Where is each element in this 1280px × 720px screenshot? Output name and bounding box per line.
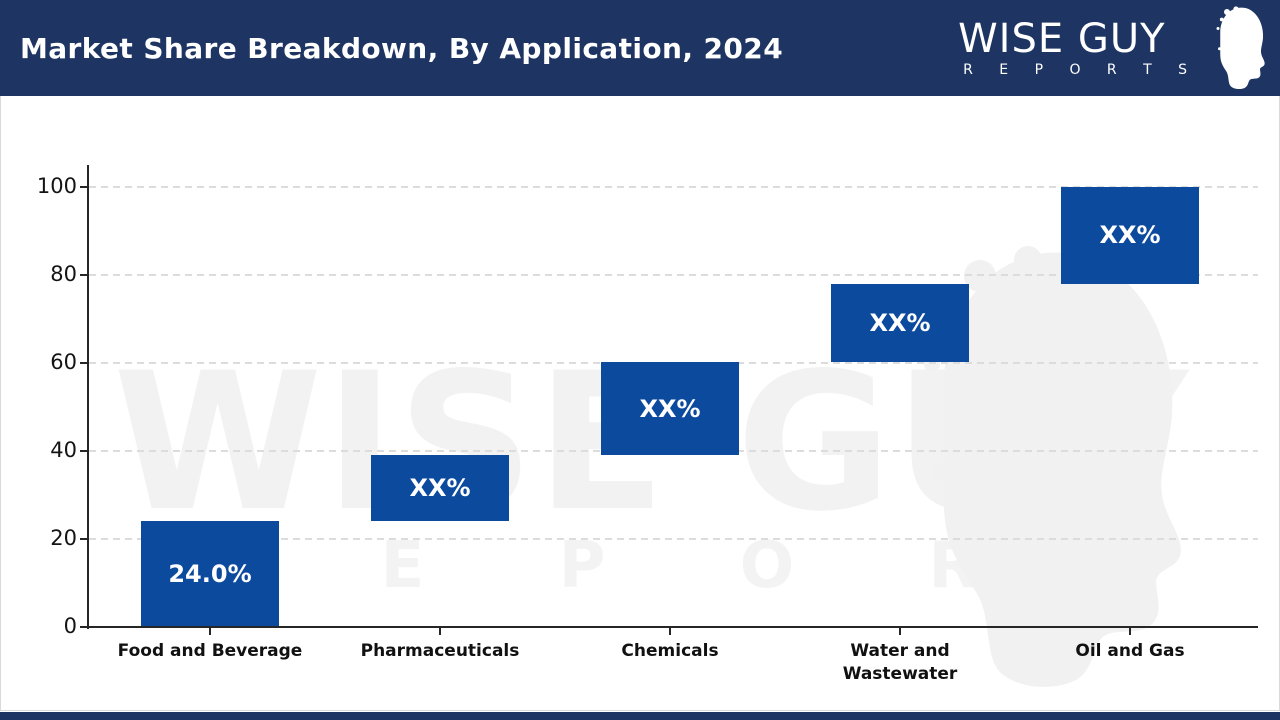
bar-value-label: XX%: [1099, 221, 1161, 250]
bottom-hairline: [0, 710, 1280, 711]
footer-bar: [0, 712, 1280, 720]
bar-value-label: XX%: [409, 474, 471, 503]
bar-value-label: 24.0%: [168, 560, 252, 589]
x-axis-line: [87, 626, 1258, 628]
category-label-line: Wastewater: [842, 664, 958, 684]
gridline-80: [89, 274, 1258, 276]
category-label-line: Pharmaceuticals: [360, 641, 520, 661]
y-tick-label-20: 20: [50, 526, 77, 550]
y-tick-mark-40: [80, 450, 87, 452]
watermark-face-icon: [924, 246, 1181, 687]
gridline-100: [89, 186, 1258, 188]
y-tick-mark-80: [80, 274, 87, 276]
category-label-line: Oil and Gas: [1075, 641, 1185, 661]
gridline-20: [89, 538, 1258, 540]
y-tick-label-100: 100: [36, 174, 77, 198]
logo-subtitle: R E P O R T S: [963, 62, 1198, 78]
category-label-line: Chemicals: [621, 641, 719, 661]
category-label-food-and-beverage: Food and Beverage: [100, 640, 320, 663]
y-tick-label-60: 60: [50, 350, 77, 374]
y-tick-mark-60: [80, 362, 87, 364]
category-label-line: Food and Beverage: [117, 641, 303, 661]
y-axis-line: [87, 165, 89, 629]
category-label-line: Water and: [850, 641, 950, 661]
y-tick-label-40: 40: [50, 438, 77, 462]
category-label-chemicals: Chemicals: [560, 640, 780, 663]
bar-food-and-beverage: 24.0%: [141, 521, 279, 627]
y-tick-label-0: 0: [63, 614, 77, 638]
x-tick-food-and-beverage: [209, 628, 211, 635]
y-tick-mark-0: [80, 626, 87, 628]
category-label-oil-and-gas: Oil and Gas: [1020, 640, 1240, 663]
logo-text: WISE GUY R E P O R T S: [958, 19, 1198, 77]
bar-value-label: XX%: [869, 308, 931, 337]
bar-chemicals: XX%: [601, 361, 739, 456]
logo-face-icon: [1216, 6, 1265, 90]
category-label-water-and-wastewater: Water and Wastewater: [790, 640, 1010, 686]
y-tick-label-80: 80: [50, 262, 77, 286]
bar-water-and-wastewater: XX%: [831, 283, 969, 362]
wise-guy-logo: WISE GUY R E P O R T S: [958, 3, 1266, 93]
x-tick-pharmaceuticals: [439, 628, 441, 635]
bar-pharmaceuticals: XX%: [371, 455, 509, 522]
x-tick-water-and-wastewater: [899, 628, 901, 635]
x-tick-chemicals: [669, 628, 671, 635]
category-label-pharmaceuticals: Pharmaceuticals: [330, 640, 550, 663]
bar-oil-and-gas: XX%: [1061, 187, 1199, 284]
y-tick-mark-20: [80, 538, 87, 540]
page-title: Market Share Breakdown, By Application, …: [20, 31, 784, 65]
y-tick-mark-100: [80, 186, 87, 188]
bar-value-label: XX%: [639, 394, 701, 423]
logo-wordmark: WISE GUY: [958, 16, 1166, 62]
x-tick-oil-and-gas: [1129, 628, 1131, 635]
header: Market Share Breakdown, By Application, …: [0, 0, 1280, 96]
